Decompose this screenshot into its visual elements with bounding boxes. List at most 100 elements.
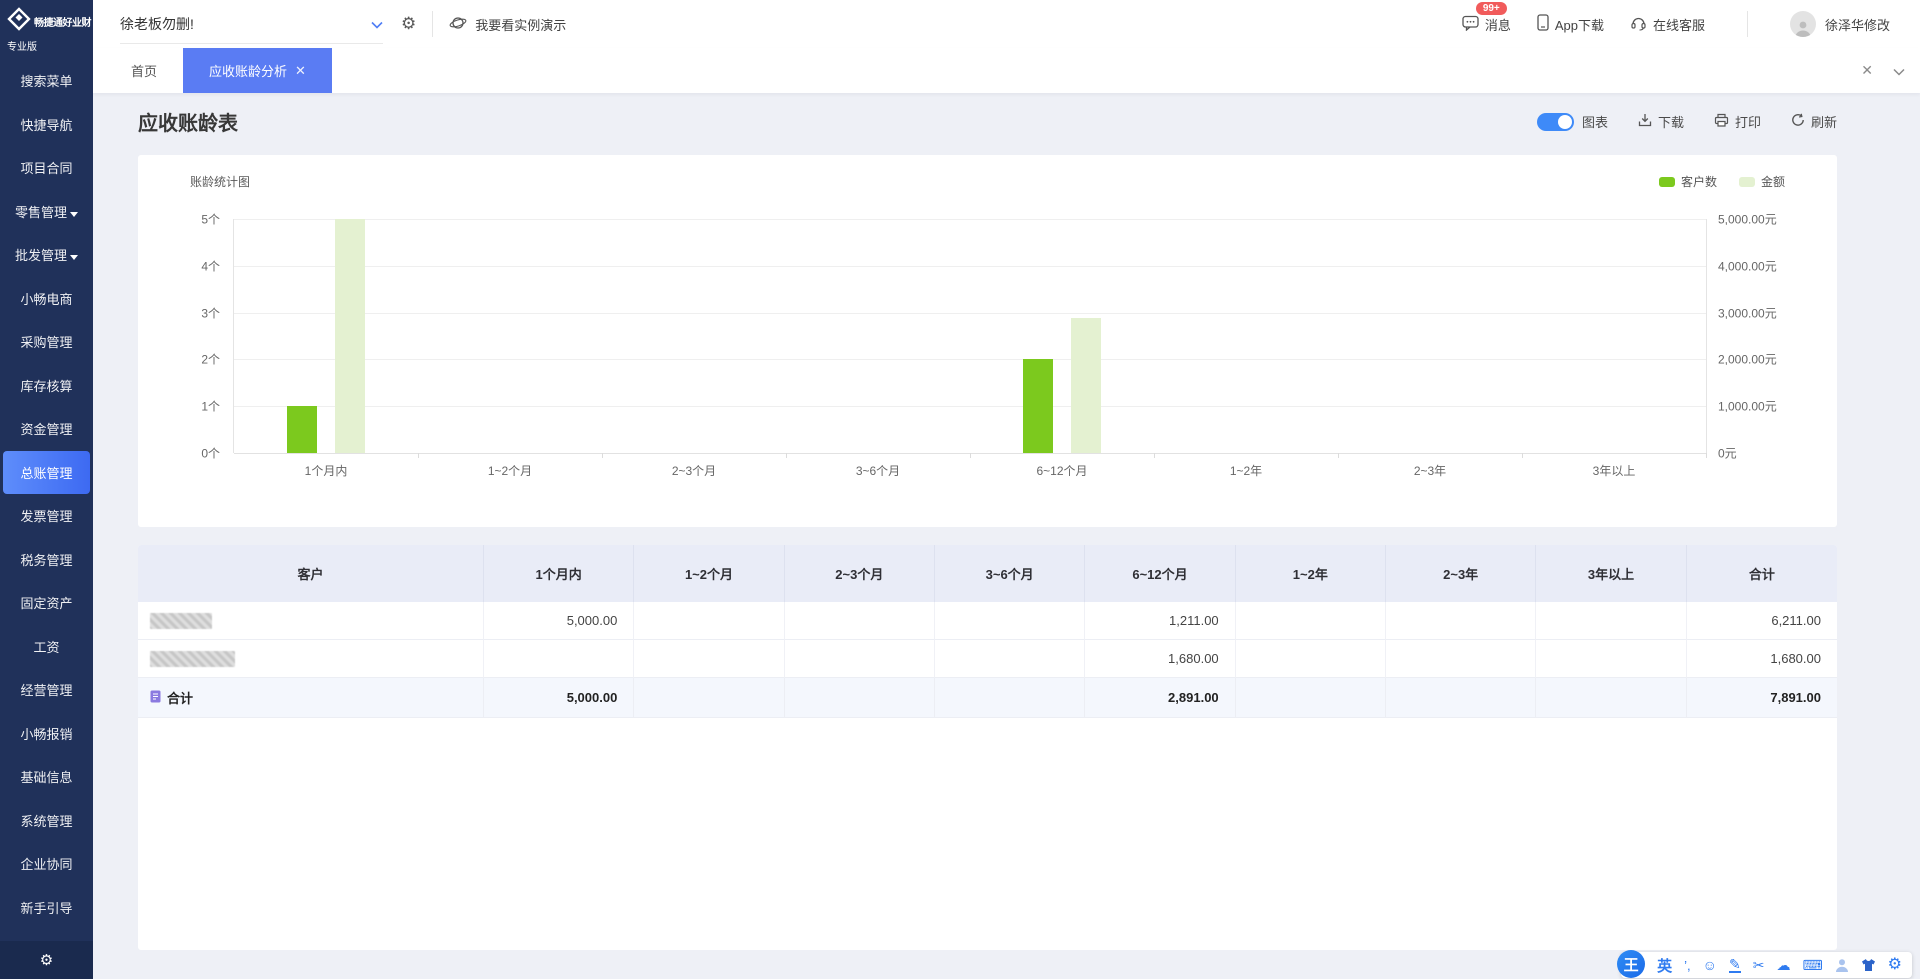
ime-punctuation-icon[interactable]: ’, [1684,957,1691,973]
sidebar-item[interactable]: 采购管理 [3,320,90,364]
amount-cell [1235,640,1386,678]
sidebar-item[interactable]: 库存核算 [3,364,90,408]
gridline [234,312,1706,314]
ime-cloud-icon[interactable]: ☁ [1776,957,1791,973]
sidebar-item-label: 基础信息 [20,770,73,786]
legend-item[interactable]: 金额 [1738,173,1785,190]
sidebar-item-label: 项目合同 [20,161,73,177]
chart-title: 账龄统计图 [190,175,251,189]
column-header: 3年以上 [1536,545,1687,602]
sidebar-item-label: 发票管理 [20,509,73,525]
ime-account-person-icon[interactable] [1835,958,1849,972]
ime-language-mode[interactable]: 英 [1657,957,1673,975]
total-amount-cell [934,678,1086,718]
sidebar-item[interactable]: 搜索菜单 [3,59,90,103]
close-all-tabs-icon[interactable]: ✕ [1861,62,1873,78]
amount-cell: 1,680.00 [1085,640,1236,678]
messages-button[interactable]: 99+ 消息 [1462,1,1511,34]
sidebar-item[interactable]: 快捷导航 [3,103,90,147]
refresh-label: 刷新 [1810,115,1837,130]
column-header: 1个月内 [484,545,635,602]
tab-close-icon[interactable]: ✕ [295,62,306,78]
aging-chart-card: 账龄统计图 客户数 金额 5个 4个 3个 2个 1个 0个 1个月内 1~2个月 2~3个月 3… [138,155,1837,527]
demo-link[interactable]: 我要看实例演示 [449,14,566,35]
tab-active[interactable]: 应收账龄分析 ✕ [183,48,332,93]
refresh-button[interactable]: 刷新 [1791,112,1837,131]
amount-cell: 5,000.00 [484,602,635,640]
bar-amount [335,219,365,453]
sidebar-item[interactable]: 固定资产 [3,581,90,625]
sidebar-item[interactable]: 基础信息 [3,755,90,799]
column-header: 合计 [1686,545,1837,602]
sidebar-item[interactable]: 经营管理 [3,668,90,712]
bar-amount [1071,317,1101,453]
column-header: 1~2年 [1235,545,1386,602]
sidebar-item-label: 新手引导 [20,900,73,916]
ime-logo-badge[interactable]: 王 [1617,950,1646,978]
download-label: 下载 [1657,115,1684,130]
ime-handwriting-pencil-icon[interactable]: ✎ [1728,956,1741,973]
org-selector-dropdown[interactable]: 徐老板勿删! [120,4,383,44]
aging-table: 客户 1个月内 1~2个月 2~3个月 3~6个月 6~12个月 1~2年 2~3年 3年以上合… [138,545,1837,718]
user-menu[interactable]: 徐泽华修改 [1789,11,1890,37]
brand-name: 畅捷通好业财 [34,18,92,29]
sidebar-item[interactable]: 批发管理 [3,233,90,277]
sidebar-item-label: 小畅报销 [20,726,73,742]
total-amount-cell: 7,891.00 [1686,678,1837,718]
refresh-icon [1791,113,1805,130]
sidebar-item[interactable]: 企业协同 [3,842,90,886]
bar-group: 6~12个月 [970,219,1155,478]
tab-list-chevron-icon[interactable] [1893,63,1905,79]
sidebar-item[interactable]: 资金管理 [3,407,90,451]
total-amount-cell: 5,000.00 [484,678,635,718]
messages-badge: 99+ [1475,1,1507,15]
tab[interactable]: 首页 [105,48,183,93]
online-support-button[interactable]: 在线客服 [1630,15,1705,34]
sidebar-item[interactable]: 税务管理 [3,538,90,582]
amount-cell: 1,211.00 [1085,602,1236,640]
org-settings-gear-icon[interactable]: ⚙ [401,14,417,33]
axis-tick-label: 3,000.00元 [1718,306,1777,321]
brand-icon [7,7,31,36]
download-button[interactable]: 下载 [1638,112,1684,131]
app-download-button[interactable]: App下载 [1537,14,1604,34]
ime-skin-shirt-icon[interactable] [1861,958,1876,972]
sidebar-item[interactable]: 系统管理 [3,799,90,843]
bar-group: 2~3个月 [602,219,787,478]
axis-tick-label: 1,000.00元 [1718,399,1777,414]
axis-tick-label: 4个 [201,259,220,274]
axis-tick-label: 0元 [1718,446,1737,461]
ime-scissors-icon[interactable]: ✂ [1752,957,1765,973]
x-axis-label: 1~2年 [1229,464,1263,478]
axis-tick-label: 1个 [201,399,220,414]
sidebar-item[interactable]: 新手引导 [3,886,90,930]
sidebar-item[interactable]: 小畅电商 [3,277,90,321]
chart-toggle[interactable]: 图表 [1536,112,1608,131]
ime-toolbar: 王 英 ’, ☺ ✎ ✂ ☁ ⌨ ⚙ [1617,950,1912,978]
sidebar-item[interactable]: 零售管理 [3,190,90,234]
sidebar-item[interactable]: 工资 [3,625,90,669]
axis-tick-label: 5个 [201,212,220,227]
sidebar-item-label: 总账管理 [20,465,73,481]
gridline [234,359,1706,361]
sidebar-item[interactable]: 总账管理 [3,450,90,494]
column-header: 客户 [138,545,484,602]
chart-toggle-switch[interactable] [1536,112,1574,131]
sidebar-item[interactable]: 小畅报销 [3,712,90,756]
page-title: 应收账龄表 [138,113,238,135]
chart-header: 账龄统计图 客户数 金额 [138,155,1837,190]
print-button[interactable]: 打印 [1714,112,1761,131]
sidebar-item[interactable]: 项目合同 [3,146,90,190]
caret-down-icon [70,248,78,263]
legend-item[interactable]: 客户数 [1658,173,1717,190]
ime-keyboard-icon[interactable]: ⌨ [1802,957,1823,973]
x-axis-label: 1个月内 [304,464,348,478]
topbar-divider [1746,11,1748,37]
ime-settings-gear-icon[interactable]: ⚙ [1887,956,1902,973]
bar-group: 3~6个月 [786,219,971,478]
ime-emoji-icon[interactable]: ☺ [1702,957,1717,973]
sidebar-item-label: 系统管理 [20,813,73,829]
sidebar-item[interactable]: 发票管理 [3,494,90,538]
axis-tick-label: 3个 [201,306,220,321]
sidebar-settings-gear-icon[interactable]: ⚙ [39,951,54,969]
